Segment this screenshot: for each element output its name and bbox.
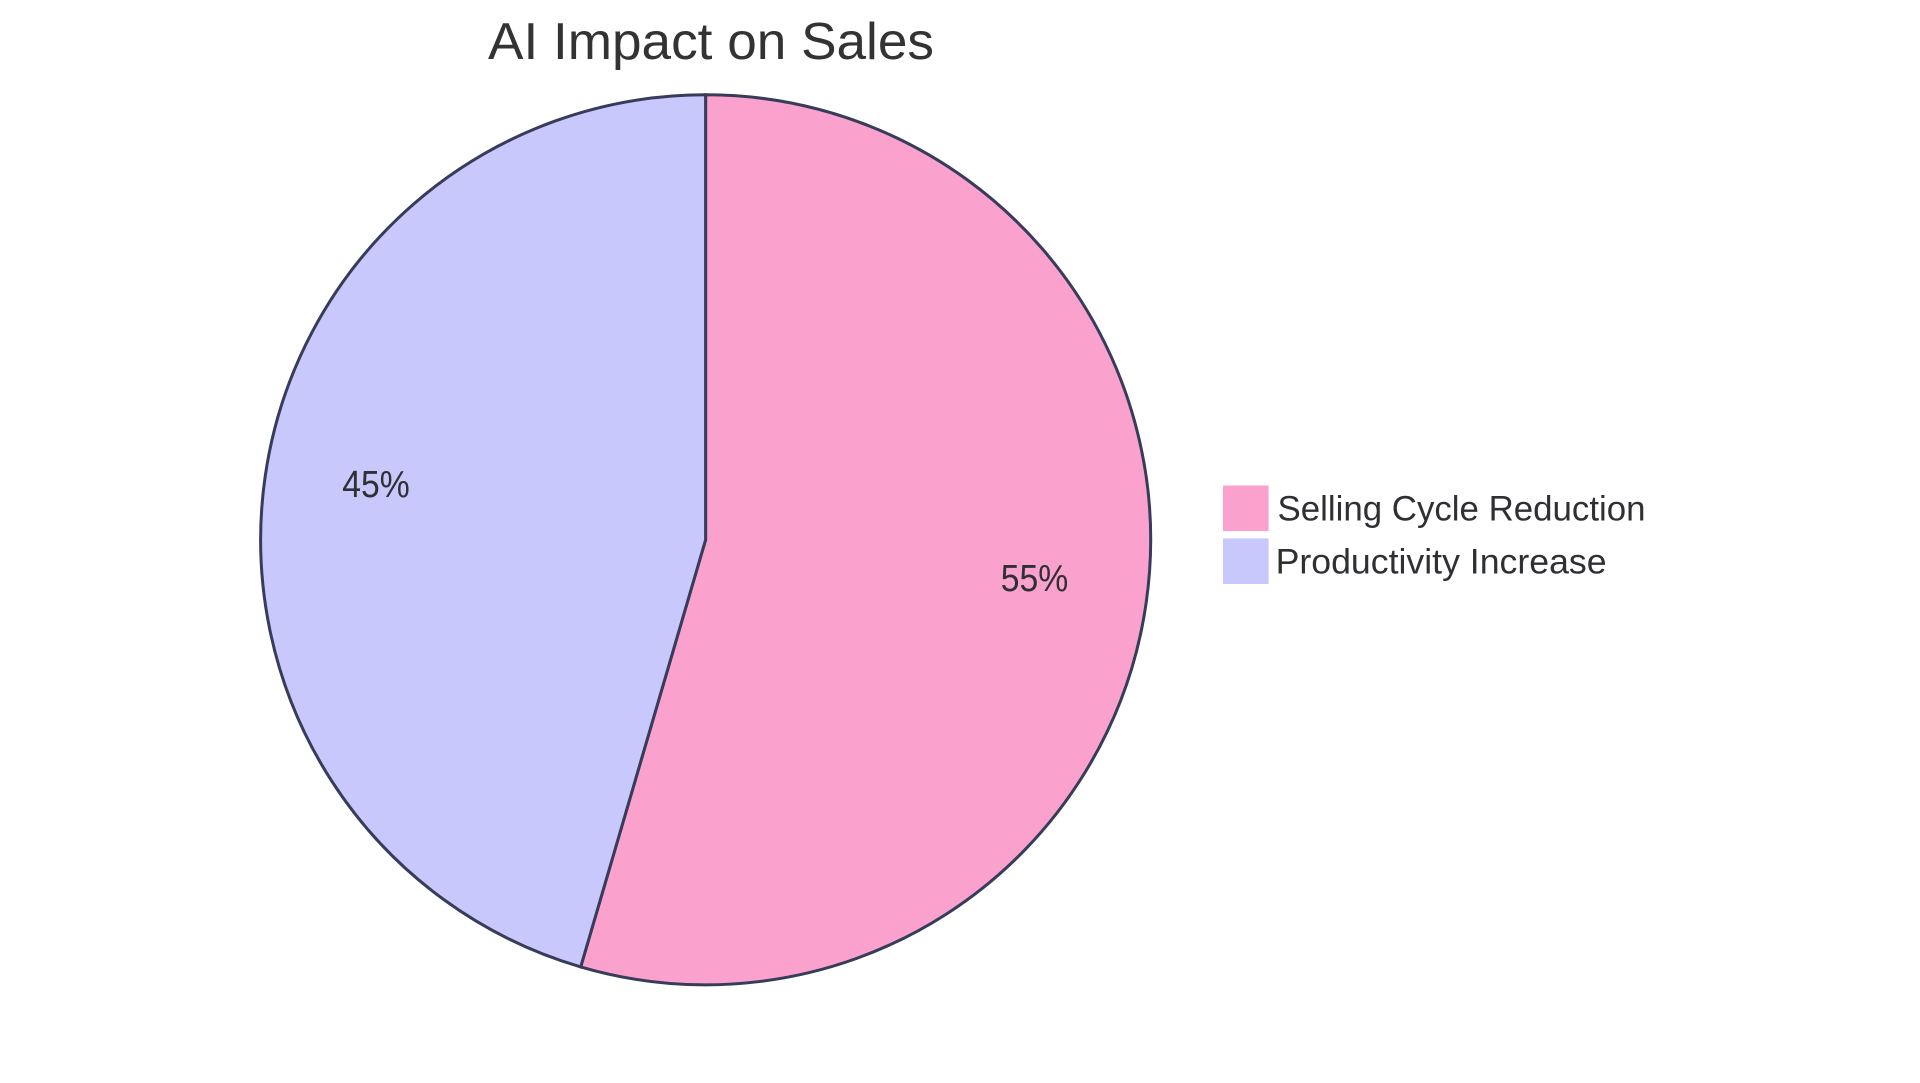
svg-text:Selling Cycle Reduction: Selling Cycle Reduction	[1278, 490, 1646, 529]
svg-text:45%: 45%	[342, 464, 410, 506]
svg-text:Productivity Increase: Productivity Increase	[1276, 543, 1607, 582]
svg-text:AI Impact on Sales: AI Impact on Sales	[488, 13, 934, 71]
svg-text:55%: 55%	[1001, 558, 1069, 600]
